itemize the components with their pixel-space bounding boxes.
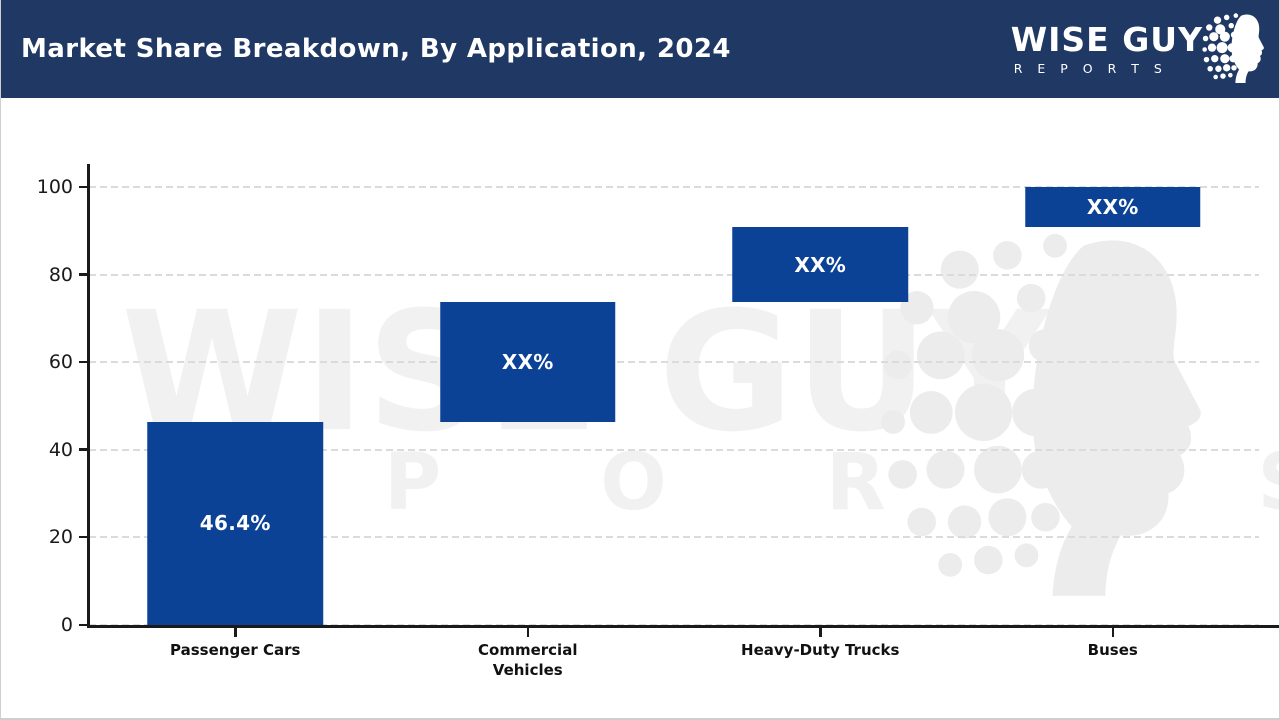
x-axis-line (87, 625, 1279, 628)
y-tick-label: 60 (48, 351, 73, 374)
y-tick-mark (79, 448, 88, 451)
y-tick-mark (79, 535, 88, 539)
gridline (89, 186, 1259, 188)
page-title: Market Share Breakdown, By Application, … (21, 34, 731, 64)
bar-segment: XX% (440, 301, 616, 422)
y-tick-mark (79, 273, 88, 276)
wiseguy-logo: WISE GUY R E P O R T S (1011, 11, 1267, 88)
gridline (89, 361, 1259, 364)
y-axis-labels: 0 20 40 60 80 100 (1, 176, 89, 636)
x-axis-category-label: Commercial Vehicles (478, 641, 578, 680)
bar-value-label: XX% (1086, 195, 1139, 220)
gridline (89, 536, 1259, 539)
y-tick-mark (79, 360, 88, 364)
logo-wordmark: WISE GUY R E P O R T S (1011, 23, 1203, 76)
bar-value-label: 46.4% (199, 511, 271, 536)
wiseguy-head-icon (1201, 11, 1267, 88)
y-tick-label: 100 (36, 176, 73, 198)
y-axis-line (87, 164, 90, 628)
x-axis-category-label: Heavy-Duty Trucks (741, 641, 900, 659)
bar-segment: 46.4% (147, 421, 323, 625)
bar-segment: XX% (732, 227, 908, 302)
y-tick-label: 40 (48, 438, 73, 461)
y-tick-mark (79, 623, 88, 626)
bar-value-label: XX% (501, 349, 554, 374)
bar-value-label: XX% (794, 252, 847, 277)
y-tick-label: 80 (48, 263, 73, 286)
x-tick-mark (819, 628, 822, 637)
logo-wiseguy-text: WISE GUY (1010, 19, 1203, 59)
x-axis-labels: Passenger Cars Commercial Vehicles Heavy-D… (89, 628, 1259, 698)
x-tick-mark (234, 628, 237, 637)
plot-area: 46.4% XX% XX% XX% (79, 185, 1259, 626)
x-axis-category-label: Buses (1087, 641, 1138, 659)
header-bar: Market Share Breakdown, By Application, … (1, 0, 1279, 98)
gridline (89, 448, 1259, 451)
logo-reports-text: R E P O R T S (1013, 60, 1168, 76)
x-axis-category-label: Passenger Cars (170, 641, 301, 659)
y-tick-label: 0 (60, 614, 73, 636)
y-tick-mark (79, 185, 88, 188)
x-tick-mark (1111, 628, 1115, 637)
x-tick-mark (526, 628, 530, 637)
y-tick-label: 20 (48, 526, 73, 549)
bar-segment: XX% (1025, 187, 1201, 228)
gridline (89, 273, 1259, 276)
